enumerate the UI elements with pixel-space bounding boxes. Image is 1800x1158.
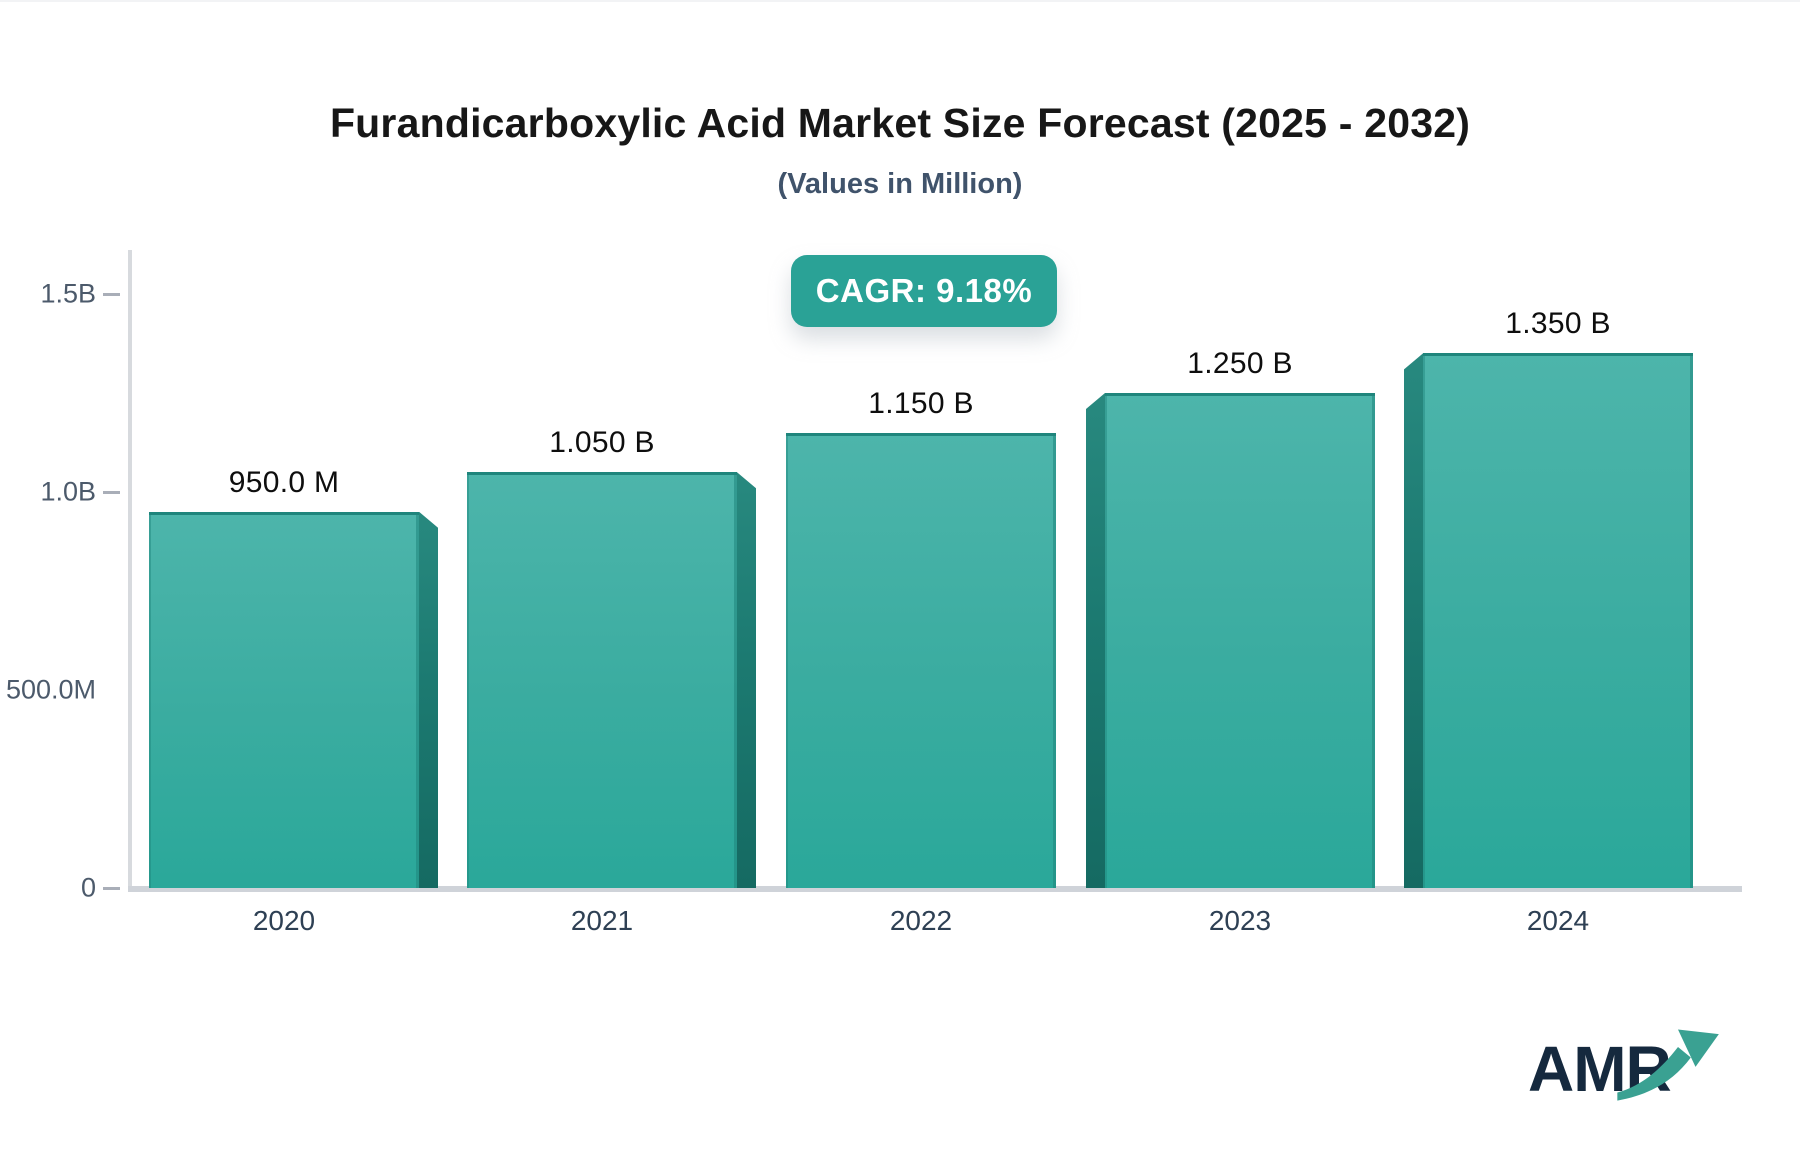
y-axis-tick-mark [103, 887, 120, 890]
chart-title: Furandicarboxylic Acid Market Size Forec… [329, 100, 1471, 146]
bar [1105, 393, 1375, 888]
y-axis-tick-label: 500.0M [5, 674, 96, 705]
bar-3d-side [1404, 353, 1423, 888]
y-axis-line [128, 250, 132, 892]
amr-logo: AMR [1528, 1029, 1748, 1122]
cagr-badge: CAGR: 9.18% [791, 255, 1057, 327]
bar-value-label: 1.050 B [549, 426, 655, 460]
bar-value-label: 1.350 B [1505, 307, 1611, 341]
bar-value-label: 1.250 B [1187, 347, 1293, 380]
bar-3d-side [737, 472, 756, 888]
x-axis-label: 2024 [1526, 905, 1590, 936]
bar-value-label: 950.0 M [228, 465, 340, 499]
bar [1423, 353, 1693, 888]
bar [786, 432, 1056, 888]
y-axis-tick-label: 0 [80, 872, 96, 903]
y-axis-tick-label: 1.0B [40, 476, 96, 507]
x-axis-label: 2022 [889, 905, 953, 936]
y-axis-tick-mark [103, 491, 120, 494]
y-axis-tick-mark [103, 293, 120, 296]
amr-logo-text: AMR [1528, 1033, 1672, 1105]
bar [467, 472, 737, 888]
bar [149, 511, 419, 888]
y-axis-tick-label: 1.5B [40, 278, 96, 309]
bar-3d-side [419, 511, 438, 888]
amr-logo-arrow-icon [1617, 1029, 1719, 1101]
bar-value-label: 1.150 B [868, 386, 974, 420]
x-axis-label: 2023 [1208, 905, 1272, 936]
bar-3d-side [1086, 393, 1105, 888]
chart-subtitle: (Values in Million) [777, 168, 1023, 200]
x-axis-label: 2020 [252, 905, 316, 936]
x-axis-label: 2021 [570, 905, 634, 936]
x-axis-line [128, 886, 1742, 892]
cagr-badge-label: CAGR: 9.18% [815, 272, 1033, 309]
